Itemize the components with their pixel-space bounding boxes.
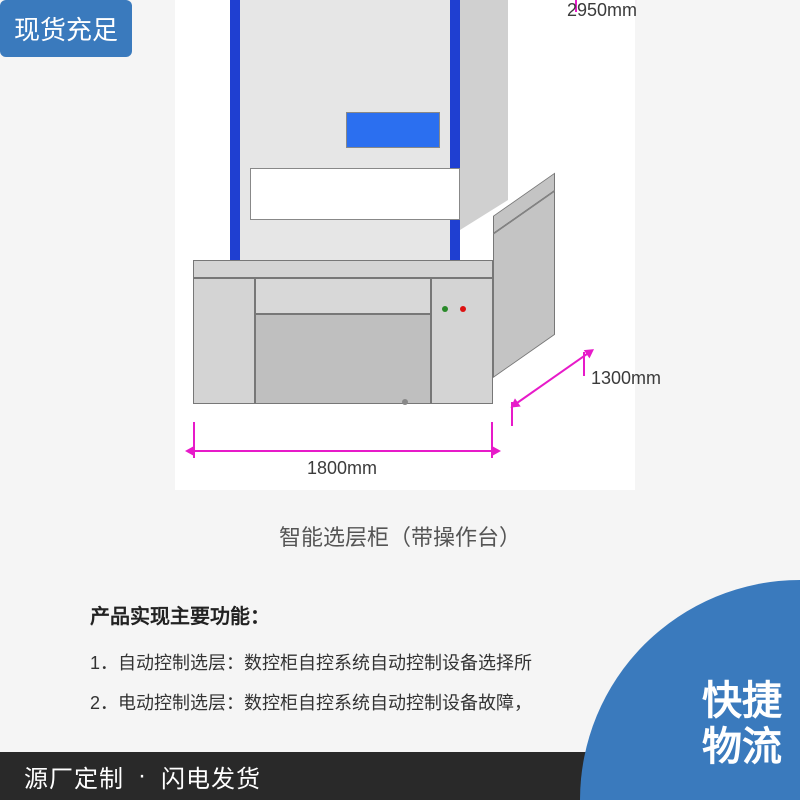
- arrow-left-icon: [185, 446, 194, 456]
- cabinet-front: [230, 0, 460, 260]
- func-desc: 数控柜自控系统自动控制设备故障，: [244, 693, 532, 713]
- func-desc: 数控柜自控系统自动控制设备选择所: [244, 653, 532, 673]
- function-item: 1．自动控制选层：数控柜自控系统自动控制设备选择所: [90, 644, 532, 684]
- fault-led-icon: [460, 306, 466, 312]
- promo-line-2: 物流: [580, 724, 782, 770]
- diagram-caption: 智能选层柜（带操作台）: [0, 520, 800, 552]
- promo-badge: 快捷 物流: [580, 580, 800, 800]
- stock-badge: 现货充足: [0, 0, 132, 57]
- bottom-text-left: 源厂定制: [24, 759, 124, 794]
- cabinet-upper: [230, 0, 510, 260]
- desk-pedestal-right: [431, 278, 493, 404]
- section-title: 产品实现主要功能：: [90, 600, 270, 629]
- dim-depth-label: 1300mm: [591, 368, 661, 389]
- display-panel: [346, 112, 440, 148]
- desk-apron: [255, 278, 431, 314]
- func-index: 1．: [90, 653, 118, 673]
- function-item: 2．电动控制选层：数控柜自控系统自动控制设备故障，: [90, 684, 532, 724]
- func-label: 电动控制选层：: [118, 693, 244, 713]
- product-diagram: 2950mm 1300mm 1800mm: [175, 0, 635, 490]
- power-led-icon: [442, 306, 448, 312]
- bottom-text-right: 闪电发货: [161, 759, 261, 794]
- shelf-slot: [250, 168, 460, 220]
- operation-desk: [193, 260, 548, 420]
- cable-hole-icon: [402, 399, 408, 405]
- func-index: 2．: [90, 693, 118, 713]
- arrow-right-icon: [492, 446, 501, 456]
- desk-kneehole: [255, 314, 431, 404]
- arrow-right-icon: [584, 345, 597, 358]
- separator-icon: ·: [138, 762, 147, 790]
- cabinet-side: [460, 0, 508, 230]
- promo-line-1: 快捷: [580, 678, 782, 724]
- func-label: 自动控制选层：: [118, 653, 244, 673]
- desk-top-front: [193, 260, 493, 278]
- function-list: 1．自动控制选层：数控柜自控系统自动控制设备选择所 2．电动控制选层：数控柜自控…: [90, 644, 532, 723]
- dim-width-label: 1800mm: [307, 458, 377, 479]
- dim-height-label: 2950mm: [567, 0, 637, 21]
- dim-width-line: [193, 450, 493, 452]
- desk-pedestal-left: [193, 278, 255, 404]
